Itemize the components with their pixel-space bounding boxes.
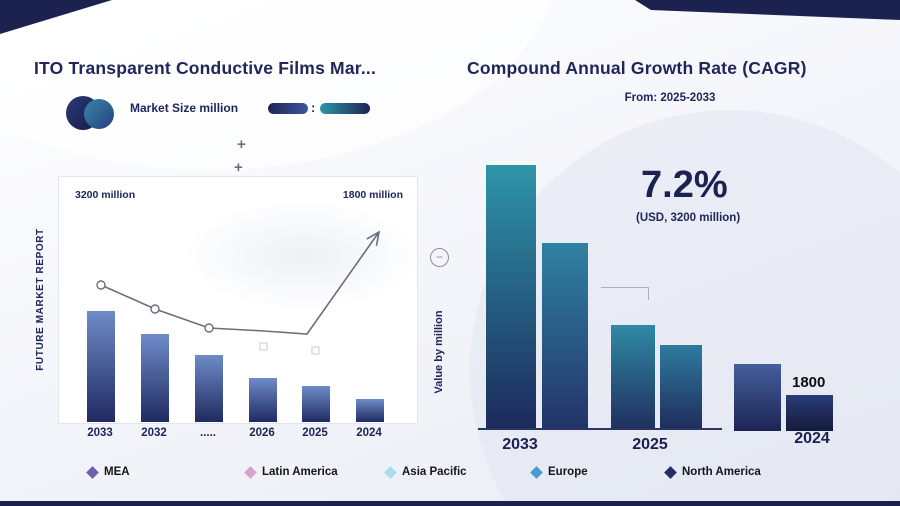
future-market-report-label: FUTURE MARKET REPORT bbox=[35, 228, 46, 371]
market-size-bar-2026 bbox=[249, 378, 277, 422]
left-x-label-2032: 2032 bbox=[141, 427, 167, 439]
cagr-bar-2025-1 bbox=[611, 325, 655, 428]
legend-item-europe: Europe bbox=[530, 464, 588, 480]
right-chart-subtitle: From: 2025-2033 bbox=[624, 92, 716, 104]
corner-triangle-top-left bbox=[0, 0, 112, 34]
legend-diamond-icon bbox=[530, 465, 543, 479]
legend-diamond-icon bbox=[86, 465, 99, 479]
right-chart-title: Compound Annual Growth Rate (CAGR) bbox=[467, 58, 807, 78]
legend-pill-separator: : bbox=[311, 100, 316, 115]
market-size-bar-..... bbox=[195, 355, 223, 422]
market-size-bar-2025 bbox=[302, 386, 330, 422]
plus-deco-1: + bbox=[237, 136, 246, 153]
market-size-bar-2024 bbox=[356, 399, 384, 422]
cagr-value: 7.2% bbox=[641, 164, 728, 206]
legend-item-label: Europe bbox=[548, 466, 588, 478]
annotation-1800-million: 1800 million bbox=[342, 189, 403, 201]
cagr-bar-2033-2 bbox=[542, 243, 588, 428]
legend-diamond-icon bbox=[244, 465, 257, 479]
corner-wedge-top-right bbox=[635, 0, 900, 20]
market-size-bar-2033 bbox=[87, 311, 115, 422]
right-y-axis-label: Value by million bbox=[433, 310, 445, 394]
legend-item-mea: MEA bbox=[86, 464, 130, 480]
left-x-label-2025: 2025 bbox=[302, 427, 328, 439]
right-x-label-2033: 2033 bbox=[502, 436, 538, 453]
plus-deco-2: + bbox=[234, 159, 243, 176]
left-x-label-2024: 2024 bbox=[356, 427, 382, 439]
legend-diamond-icon bbox=[384, 465, 397, 479]
legend-item-label: Asia Pacific bbox=[402, 466, 467, 478]
legend-pill-navy bbox=[268, 103, 308, 114]
legend-item-label: North America bbox=[682, 466, 761, 478]
step-line-deco-h bbox=[601, 287, 649, 288]
legend-item-north-america: North America bbox=[664, 464, 761, 480]
step-line-deco-v bbox=[648, 287, 649, 300]
bottom-edge-strip bbox=[0, 501, 900, 506]
cagr-bar-2024-1 bbox=[734, 364, 781, 431]
cagr-bar-2024-2 bbox=[786, 395, 833, 431]
minus-circle-deco: − bbox=[430, 248, 449, 267]
left-x-label-.....: ..... bbox=[200, 427, 216, 439]
market-size-legend-label: Market Size million bbox=[130, 101, 239, 115]
legend-item-label: MEA bbox=[104, 466, 130, 478]
legend-item-latin-america: Latin America bbox=[244, 464, 338, 480]
left-chart-title: ITO Transparent Conductive Films Mar... bbox=[34, 58, 377, 78]
right-x-axis-line bbox=[478, 428, 722, 430]
left-x-axis-labels: 2033 2032..... 2026 2025 2024 bbox=[58, 427, 416, 443]
cagr-note: (USD, 3200 million) bbox=[636, 212, 741, 224]
left-x-label-2033: 2033 bbox=[87, 427, 113, 439]
cagr-bar-2025-2 bbox=[660, 345, 702, 428]
annotation-1800: 1800 bbox=[792, 374, 826, 391]
annotation-3200-million: 3200 million bbox=[75, 189, 136, 201]
left-x-label-2026: 2026 bbox=[249, 427, 275, 439]
right-x-label-2025: 2025 bbox=[632, 436, 668, 453]
right-x-label-2024: 2024 bbox=[794, 430, 830, 447]
legend-item-label: Latin America bbox=[262, 466, 338, 478]
legend-diamond-icon bbox=[664, 465, 677, 479]
cagr-bar-2033-1 bbox=[486, 165, 536, 428]
legend-item-asia-pacific: Asia Pacific bbox=[384, 464, 467, 480]
background-circle-deco-2 bbox=[0, 0, 560, 170]
market-size-bar-2032 bbox=[141, 334, 169, 422]
market-size-chart: 3200 million 1800 million bbox=[58, 176, 418, 424]
market-size-coin-icon-overlay bbox=[84, 99, 114, 129]
legend-pill-teal bbox=[320, 103, 370, 114]
